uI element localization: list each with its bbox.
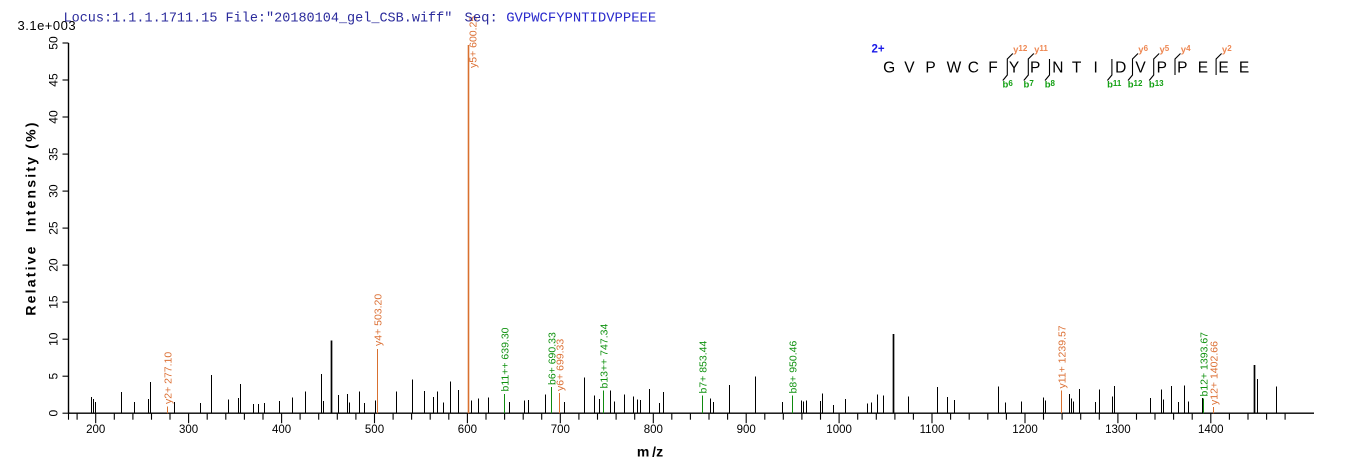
svg-text:b7: b7 [1024,79,1035,91]
svg-text:F: F [988,60,997,77]
svg-text:E: E [1218,60,1228,77]
svg-text:y12+ 1402.66: y12+ 1402.66 [1209,341,1221,405]
svg-text:Locus:1.1.1.1711.15 File:"2018: Locus:1.1.1.1711.15 File:"20180104_gel_C… [64,12,453,27]
svg-text:b12+ 1393.67: b12+ 1393.67 [1199,332,1211,397]
svg-text:1400: 1400 [1198,424,1224,436]
svg-text:500: 500 [365,424,384,436]
svg-text:Seq: GVPWCFYPNTIDVPPEEE: Seq: GVPWCFYPNTIDVPPEEE [465,11,657,27]
svg-text:Relative Intensity (%): Relative Intensity (%) [23,120,39,315]
svg-text:P: P [1157,60,1167,77]
svg-text:20: 20 [47,258,61,272]
svg-text:800: 800 [644,424,663,436]
svg-text:W: W [947,60,962,77]
svg-text:y2+ 277.10: y2+ 277.10 [163,352,175,404]
svg-text:300: 300 [179,424,198,436]
svg-text:1100: 1100 [920,424,945,436]
svg-text:0: 0 [47,410,61,417]
svg-text:1300: 1300 [1105,424,1131,436]
svg-text:b12: b12 [1128,79,1143,91]
svg-text:50: 50 [47,36,61,50]
svg-text:b11: b11 [1107,79,1122,91]
svg-text:b6: b6 [1003,79,1014,91]
svg-text:25: 25 [47,221,61,235]
svg-text:2+: 2+ [872,44,885,56]
svg-text:I: I [1094,60,1098,77]
svg-text:45: 45 [47,73,61,87]
svg-text:y2: y2 [1222,44,1232,56]
svg-text:y4: y4 [1181,44,1191,56]
svg-text:b13: b13 [1149,79,1164,91]
svg-text:10: 10 [47,332,61,346]
svg-text:y5: y5 [1160,44,1170,56]
svg-text:N: N [1052,60,1063,77]
svg-text:y4+ 503.20: y4+ 503.20 [373,294,385,346]
svg-text:y11: y11 [1034,44,1048,56]
svg-text:3.1e+003: 3.1e+003 [18,18,77,33]
svg-text:V: V [904,60,915,77]
svg-text:600: 600 [458,424,477,436]
svg-text:b6+ 690.33: b6+ 690.33 [547,332,559,385]
svg-text:700: 700 [551,424,570,436]
svg-text:E: E [1198,60,1208,77]
svg-text:P: P [1030,60,1040,77]
svg-text:P: P [925,60,935,77]
svg-text:b7+ 853.44: b7+ 853.44 [698,340,710,393]
svg-text:40: 40 [47,110,61,124]
svg-text:b8+ 950.46: b8+ 950.46 [788,340,800,393]
svg-text:400: 400 [272,424,291,436]
svg-text:y5+ 600.25: y5+ 600.25 [468,16,480,68]
svg-text:b8: b8 [1045,79,1056,91]
svg-text:D: D [1115,60,1126,77]
svg-text:30: 30 [47,184,61,198]
svg-text:35: 35 [47,147,61,161]
svg-text:1000: 1000 [826,424,852,436]
svg-text:15: 15 [47,295,61,309]
svg-text:y12: y12 [1013,44,1028,56]
svg-text:C: C [968,60,979,77]
svg-text:5: 5 [47,373,61,380]
svg-text:b11++ 639.30: b11++ 639.30 [500,327,512,391]
svg-text:G: G [883,60,895,77]
svg-text:1200: 1200 [1012,424,1038,436]
svg-text:b13++ 747.34: b13++ 747.34 [599,324,611,389]
svg-text:m /z: m /z [637,444,663,460]
svg-text:900: 900 [737,424,756,436]
svg-text:T: T [1072,60,1082,77]
svg-text:y11+ 1239.57: y11+ 1239.57 [1057,325,1069,388]
svg-text:y6: y6 [1138,44,1148,56]
svg-text:200: 200 [86,424,105,436]
svg-text:y6+ 699.33: y6+ 699.33 [555,339,567,391]
svg-text:V: V [1135,60,1146,77]
svg-text:Y: Y [1009,60,1019,77]
svg-text:E: E [1239,60,1249,77]
svg-text:P: P [1177,60,1187,77]
